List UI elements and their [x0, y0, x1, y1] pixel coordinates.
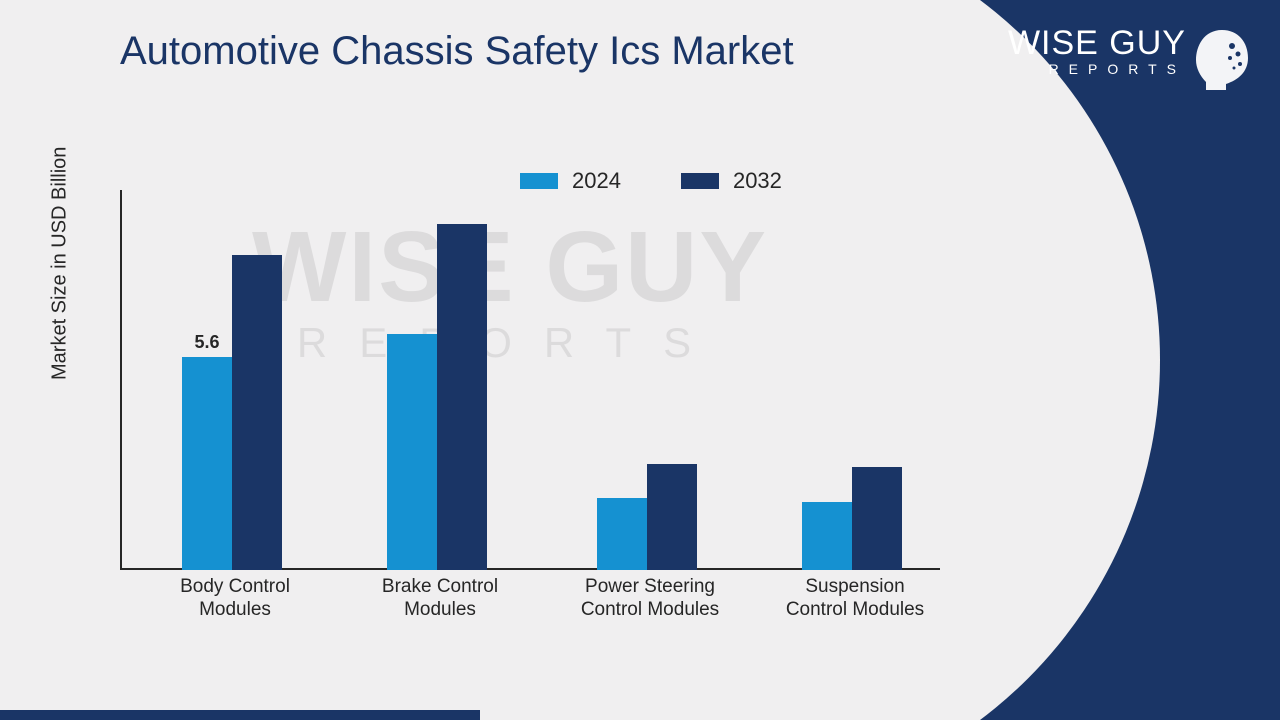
chart-title: Automotive Chassis Safety Ics Market: [120, 28, 794, 74]
bar-2032: [647, 464, 697, 570]
brand-logo: WISE GUY REPORTS: [982, 24, 1252, 77]
y-axis-line: [120, 190, 122, 570]
brand-panel: [960, 0, 1280, 720]
data-label: 5.6: [194, 332, 219, 353]
logo-line2: REPORTS: [982, 61, 1186, 77]
head-icon: [1192, 28, 1252, 92]
category-label: Body Control Modules: [155, 576, 315, 622]
category-label: Suspension Control Modules: [775, 576, 935, 622]
category-label: Power Steering Control Modules: [570, 576, 730, 622]
chart-card: WISE GUY REPORTS WISE GUY REPORTS Automo…: [0, 0, 1280, 720]
category-label: Brake Control Modules: [360, 576, 520, 622]
logo-line1: WISE GUY: [982, 24, 1186, 63]
bar-2024: [802, 502, 852, 570]
bar-2024: [387, 334, 437, 570]
y-axis-label: Market Size in USD Billion: [49, 147, 72, 380]
plot-area: 5.6: [120, 190, 940, 570]
bar-2024: [182, 357, 232, 570]
legend-swatch-2024: [520, 173, 558, 189]
bar-2032: [852, 467, 902, 570]
x-axis-labels: Body Control Modules Brake Control Module…: [120, 570, 940, 720]
bar-2032: [232, 255, 282, 570]
bar-2032: [437, 224, 487, 570]
legend-swatch-2032: [681, 173, 719, 189]
bar-2024: [597, 498, 647, 570]
